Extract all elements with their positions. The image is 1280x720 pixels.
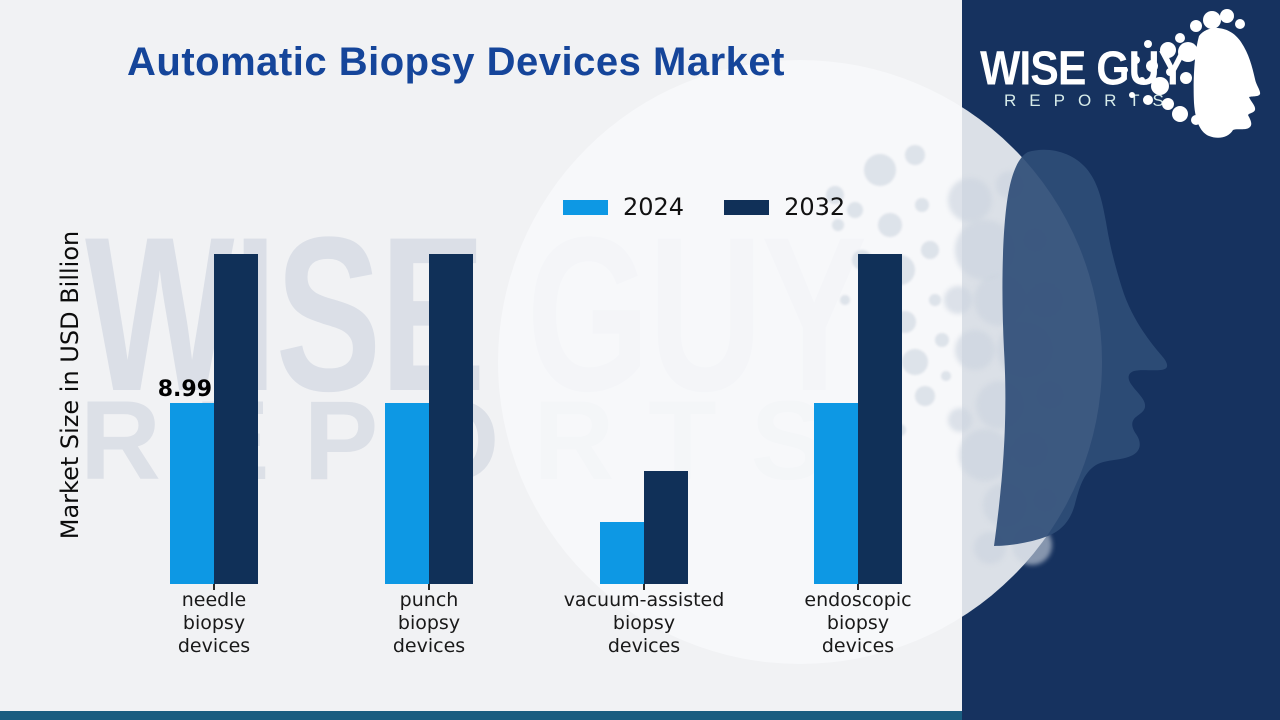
bar-2024-endoscopic	[814, 403, 858, 584]
axis-tick	[428, 584, 430, 590]
bar-2024-vacuum-assisted	[600, 522, 644, 584]
bar-2032-needle	[214, 254, 258, 584]
axis-tick	[643, 584, 645, 590]
category-label: needle biopsy devices	[177, 589, 251, 657]
axis-tick	[213, 584, 215, 590]
bar-2024-needle	[170, 403, 214, 584]
page-title: Automatic Biopsy Devices Market	[127, 40, 785, 84]
legend-label: 2024	[623, 193, 685, 221]
axis-tick	[857, 584, 859, 590]
footer-accent-bar	[0, 711, 962, 720]
bar-2032-endoscopic	[858, 254, 902, 584]
legend-label: 2032	[784, 193, 846, 221]
legend-item-2024: 2024	[563, 193, 685, 221]
legend-swatch-2032	[724, 199, 770, 215]
bar-2024-punch	[385, 403, 429, 584]
category-label: vacuum-assisted biopsy devices	[563, 589, 725, 657]
legend: 2024 2032	[563, 193, 846, 221]
bar-2032-punch	[429, 254, 473, 584]
value-label: 8.99	[157, 377, 212, 402]
legend-item-2032: 2032	[724, 193, 846, 221]
legend-swatch-2024	[563, 199, 608, 215]
category-label: endoscopic biopsy devices	[804, 589, 912, 657]
bar-2032-vacuum-assisted	[644, 471, 688, 584]
logo-reports-label: REPORTS	[1004, 91, 1177, 110]
category-label: punch biopsy devices	[392, 589, 466, 657]
